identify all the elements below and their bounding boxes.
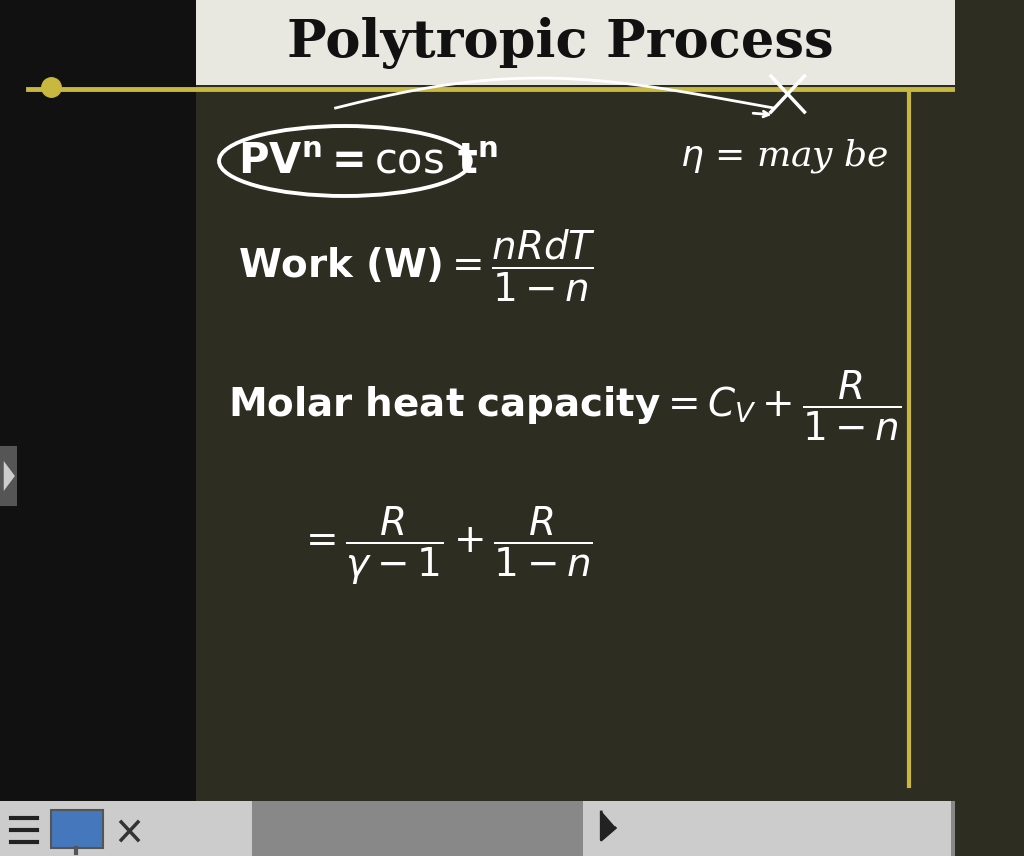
Bar — [51, 810, 102, 848]
Bar — [0, 801, 954, 856]
Polygon shape — [601, 812, 615, 840]
Text: Polytropic Process: Polytropic Process — [287, 16, 834, 68]
Bar — [0, 801, 252, 856]
Text: $= \dfrac{R}{\gamma - 1} + \dfrac{R}{1-n}$: $= \dfrac{R}{\gamma - 1} + \dfrac{R}{1-n… — [298, 505, 593, 587]
Bar — [0, 446, 16, 506]
Text: $\mathbf{Work\ (W)} = \dfrac{nRdT}{1-n}$: $\mathbf{Work\ (W)} = \dfrac{nRdT}{1-n}$ — [238, 228, 596, 304]
Bar — [0, 0, 196, 856]
Text: $\mathbf{Molar\ heat\ capacity} = C_V + \dfrac{R}{1-n}$: $\mathbf{Molar\ heat\ capacity} = C_V + … — [228, 369, 901, 443]
Bar — [583, 801, 951, 856]
Bar — [196, 0, 954, 85]
Polygon shape — [4, 461, 15, 491]
Text: $\eta$ = may be: $\eta$ = may be — [681, 137, 889, 175]
Text: $\mathbf{PV^n = \cos\,t^n}$: $\mathbf{PV^n = \cos\,t^n}$ — [238, 140, 498, 182]
